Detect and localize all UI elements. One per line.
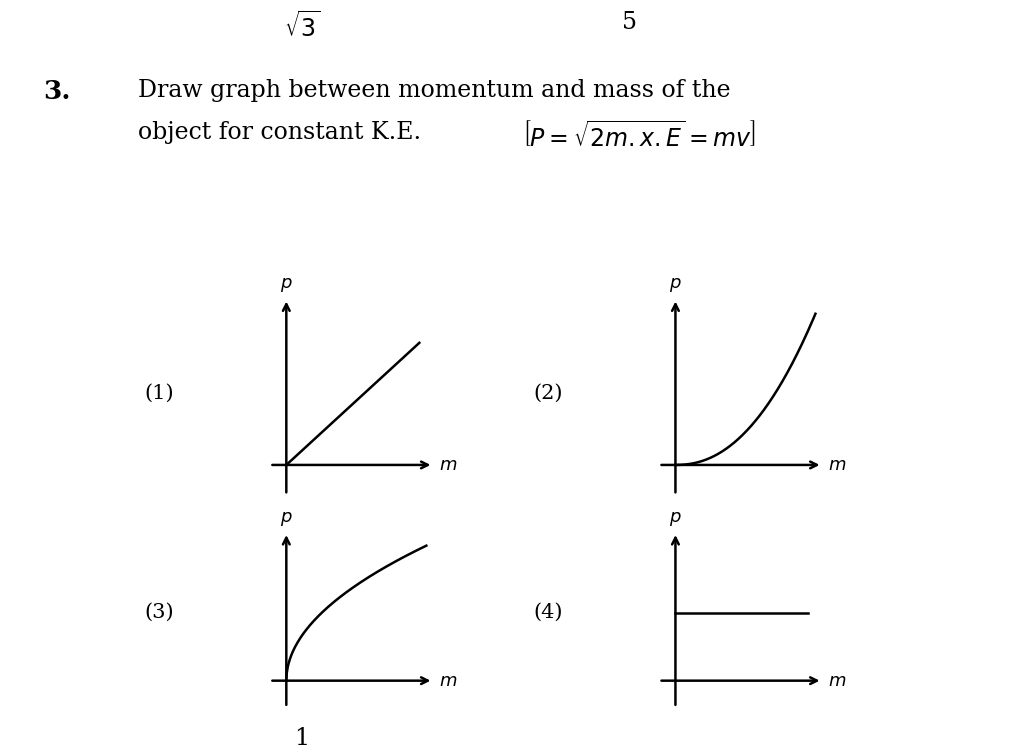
Text: (4): (4) (534, 603, 562, 622)
Text: $m$: $m$ (439, 671, 458, 689)
Text: $m$: $m$ (439, 456, 458, 474)
Text: object for constant K.E.: object for constant K.E. (138, 121, 421, 144)
Text: $m$: $m$ (828, 671, 847, 689)
Text: (1): (1) (144, 383, 173, 403)
Text: $p$: $p$ (669, 276, 682, 294)
Text: 1: 1 (295, 727, 309, 750)
Text: $m$: $m$ (828, 456, 847, 474)
Text: $p$: $p$ (280, 510, 293, 528)
Text: Draw graph between momentum and mass of the: Draw graph between momentum and mass of … (138, 79, 731, 102)
Text: (3): (3) (144, 603, 173, 622)
Text: (2): (2) (534, 383, 562, 403)
Text: $p$: $p$ (669, 510, 682, 528)
Text: $\sqrt{3}$: $\sqrt{3}$ (284, 11, 321, 42)
Text: 3.: 3. (43, 79, 71, 104)
Text: $\left[P = \sqrt{2m.x.E} = mv\right]$: $\left[P = \sqrt{2m.x.E} = mv\right]$ (522, 121, 756, 151)
Text: 5: 5 (623, 11, 637, 34)
Text: $p$: $p$ (280, 276, 293, 294)
